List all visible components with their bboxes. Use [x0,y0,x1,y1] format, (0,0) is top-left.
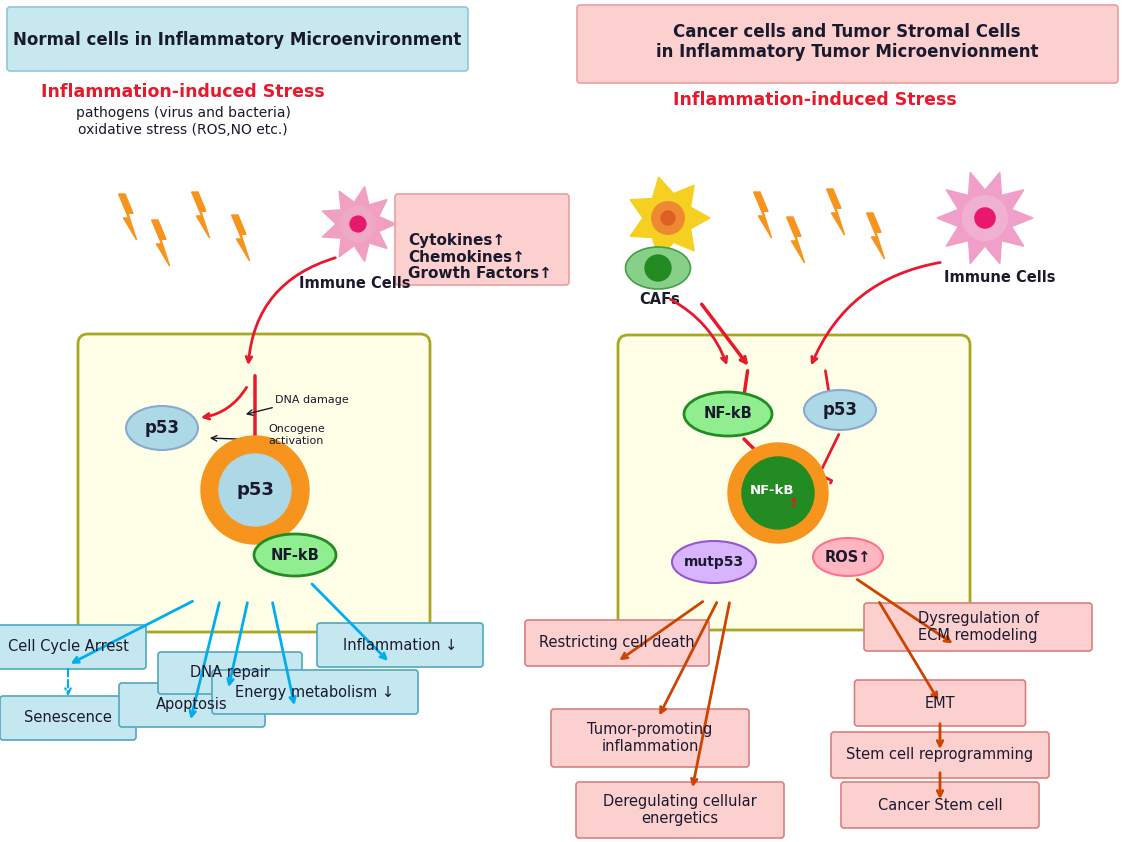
Text: Immune Cells: Immune Cells [299,275,411,290]
Circle shape [350,216,365,232]
Polygon shape [631,177,710,259]
Text: pathogens (virus and bacteria): pathogens (virus and bacteria) [76,106,290,120]
Circle shape [645,255,671,281]
Polygon shape [786,217,804,263]
Polygon shape [754,192,772,238]
Ellipse shape [813,538,883,576]
Text: Energy metabolism ↓: Energy metabolism ↓ [236,685,395,700]
FancyBboxPatch shape [78,334,430,632]
Text: Dysregulation of
ECM remodeling: Dysregulation of ECM remodeling [917,610,1039,643]
FancyBboxPatch shape [550,709,749,767]
FancyBboxPatch shape [618,335,970,630]
Text: mutp53: mutp53 [684,555,744,569]
Text: Deregulating cellular
energetics: Deregulating cellular energetics [603,794,757,826]
FancyBboxPatch shape [831,732,1049,778]
Text: Chemokines↑: Chemokines↑ [408,249,525,264]
Text: ROS↑: ROS↑ [825,550,871,564]
Text: EMT: EMT [925,695,955,711]
Ellipse shape [626,247,690,289]
Ellipse shape [126,406,199,450]
FancyBboxPatch shape [578,5,1118,83]
FancyBboxPatch shape [855,680,1025,726]
FancyBboxPatch shape [317,623,483,667]
FancyBboxPatch shape [576,782,784,838]
Polygon shape [151,220,169,266]
Circle shape [728,443,828,543]
Text: MSCs: MSCs [627,264,672,280]
Ellipse shape [804,390,876,430]
Text: p53: p53 [144,419,179,437]
Circle shape [219,454,291,526]
FancyBboxPatch shape [118,683,265,727]
Text: Growth Factors↑: Growth Factors↑ [408,267,552,281]
Text: ↑: ↑ [787,497,799,511]
FancyBboxPatch shape [841,782,1039,828]
Text: p53: p53 [236,481,274,499]
Polygon shape [827,189,845,235]
Text: CAFs: CAFs [640,292,680,307]
FancyBboxPatch shape [864,603,1092,651]
Polygon shape [937,173,1033,264]
Text: Cell Cycle Arrest: Cell Cycle Arrest [8,640,129,654]
Circle shape [742,457,814,529]
Text: NF-kB: NF-kB [704,407,752,422]
Circle shape [652,202,685,234]
Ellipse shape [684,392,772,436]
Ellipse shape [672,541,756,583]
Text: DNA damage: DNA damage [275,395,349,405]
Text: Inflammation ↓: Inflammation ↓ [343,637,457,653]
FancyBboxPatch shape [7,7,468,71]
Text: DNA repair: DNA repair [190,665,270,680]
Polygon shape [323,187,396,261]
Text: Tumor-promoting
inflammation: Tumor-promoting inflammation [588,722,713,754]
Text: Inflammation-induced Stress: Inflammation-induced Stress [41,83,325,101]
Text: Apoptosis: Apoptosis [156,697,228,712]
Polygon shape [192,192,210,238]
Polygon shape [231,215,249,261]
Ellipse shape [254,534,336,576]
Circle shape [201,436,309,544]
Text: Cytokines↑: Cytokines↑ [408,232,505,248]
Text: Immune Cells: Immune Cells [944,270,1056,285]
Circle shape [962,195,1007,241]
Text: NF-kB: NF-kB [271,547,319,562]
FancyBboxPatch shape [395,194,569,285]
Text: Restricting cell death: Restricting cell death [539,636,695,651]
Text: Inflammation-induced Stress: Inflammation-induced Stress [673,91,957,109]
FancyBboxPatch shape [525,620,710,666]
FancyBboxPatch shape [0,696,136,740]
Circle shape [975,208,995,228]
Text: p53: p53 [822,401,857,419]
Circle shape [661,211,675,225]
Circle shape [341,206,376,242]
FancyBboxPatch shape [0,625,146,669]
Text: Normal cells in Inflammatory Microenvironment: Normal cells in Inflammatory Microenviro… [12,31,461,49]
Polygon shape [866,213,884,259]
FancyBboxPatch shape [212,670,418,714]
Text: Stem cell reprogramming: Stem cell reprogramming [846,748,1033,763]
Text: Cancer cells and Tumor Stromal Cells
in Inflammatory Tumor Microenvionment: Cancer cells and Tumor Stromal Cells in … [655,23,1038,61]
Text: Oncogene
activation: Oncogene activation [268,424,325,445]
Polygon shape [118,194,136,240]
Text: Senescence: Senescence [24,711,112,726]
Text: oxidative stress (ROS,NO etc.): oxidative stress (ROS,NO etc.) [78,123,288,137]
FancyBboxPatch shape [158,652,302,694]
Text: Cancer Stem cell: Cancer Stem cell [878,797,1003,813]
Text: NF-kB: NF-kB [750,483,794,497]
